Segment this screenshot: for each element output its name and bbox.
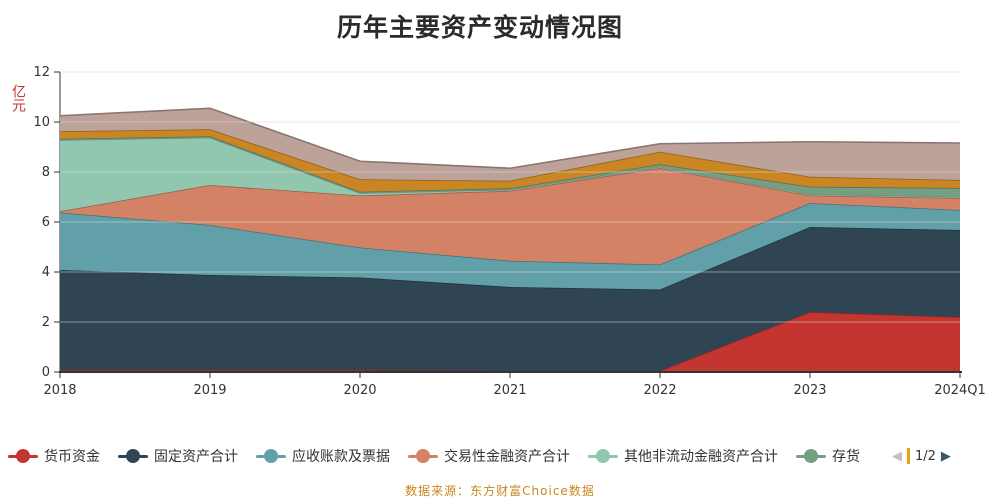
x-axis-label: 2018 — [43, 383, 76, 398]
y-axis-label: 2 — [42, 315, 50, 330]
legend-item-5[interactable]: 其他非流动金融资产合计 — [588, 446, 778, 466]
legend-series-marker-icon — [256, 449, 286, 463]
legend-pager: ◀ 1/2 ▶ — [892, 448, 951, 464]
y-axis-name: 亿元 — [10, 84, 26, 113]
stacked-area-chart: 0 2 4 6 8 10 12 2018 2019 2020 2021 2022 2023 2024Q1 亿… — [10, 65, 986, 398]
legend-label: 固定资产合计 — [154, 449, 238, 465]
area-series-7[interactable] — [60, 129, 960, 192]
legend-label: 其他非流动金融资产合计 — [624, 449, 778, 465]
legend-series-marker-icon — [408, 449, 438, 463]
legend-pager-divider — [907, 448, 910, 464]
legend-label: 货币资金 — [44, 449, 100, 465]
legend-item-2[interactable]: 固定资产合计 — [118, 446, 238, 466]
legend-prev-page-icon[interactable]: ◀ — [892, 448, 902, 464]
area-series-1[interactable] — [60, 312, 960, 372]
legend-item-6[interactable]: 存货 — [796, 446, 860, 466]
y-axis-label: 8 — [42, 165, 50, 180]
y-axis-label: 6 — [42, 215, 50, 230]
y-axis-label: 0 — [42, 365, 50, 380]
legend-item-1[interactable]: 货币资金 — [8, 446, 100, 466]
x-axis-label: 2022 — [643, 383, 676, 398]
legend-label: 应收账款及票据 — [292, 449, 390, 465]
data-source-note: 数据来源：东方财富Choice数据 — [405, 484, 595, 498]
legend-item-4[interactable]: 交易性金融资产合计 — [408, 446, 570, 466]
y-axis-label: 10 — [33, 115, 50, 130]
y-axis-label: 12 — [33, 65, 50, 80]
area-series-8[interactable] — [60, 108, 960, 181]
x-axis-label: 2023 — [793, 383, 826, 398]
area-series-3[interactable] — [60, 203, 960, 290]
area-series-4[interactable] — [60, 168, 960, 265]
legend-series-marker-icon — [8, 449, 38, 463]
area-series-2[interactable] — [60, 227, 960, 371]
legend-series-marker-icon — [796, 449, 826, 463]
legend-page-indicator: 1/2 — [915, 448, 936, 464]
legend-item-3[interactable]: 应收账款及票据 — [256, 446, 390, 466]
area-series-6[interactable] — [60, 136, 960, 197]
area-series-5[interactable] — [60, 137, 960, 212]
x-axis-label: 2019 — [193, 383, 226, 398]
legend-label: 交易性金融资产合计 — [444, 449, 570, 465]
x-axis-label: 2020 — [343, 383, 376, 398]
legend-series-marker-icon — [118, 449, 148, 463]
y-axis-label: 4 — [42, 265, 50, 280]
chart-legend: 货币资金 固定资产合计 应收账款及票据 交易性金融资产合计 其他非流动金融资产合计 存货 ◀… — [8, 443, 994, 469]
series-line-8 — [59, 107, 961, 170]
chart-title: 历年主要资产变动情况图 — [336, 13, 623, 42]
x-axis-label: 2021 — [493, 383, 526, 398]
legend-label: 存货 — [832, 449, 860, 465]
legend-next-page-icon[interactable]: ▶ — [940, 448, 951, 464]
x-axis-label: 2024Q1 — [934, 383, 986, 398]
legend-series-marker-icon — [588, 449, 618, 463]
